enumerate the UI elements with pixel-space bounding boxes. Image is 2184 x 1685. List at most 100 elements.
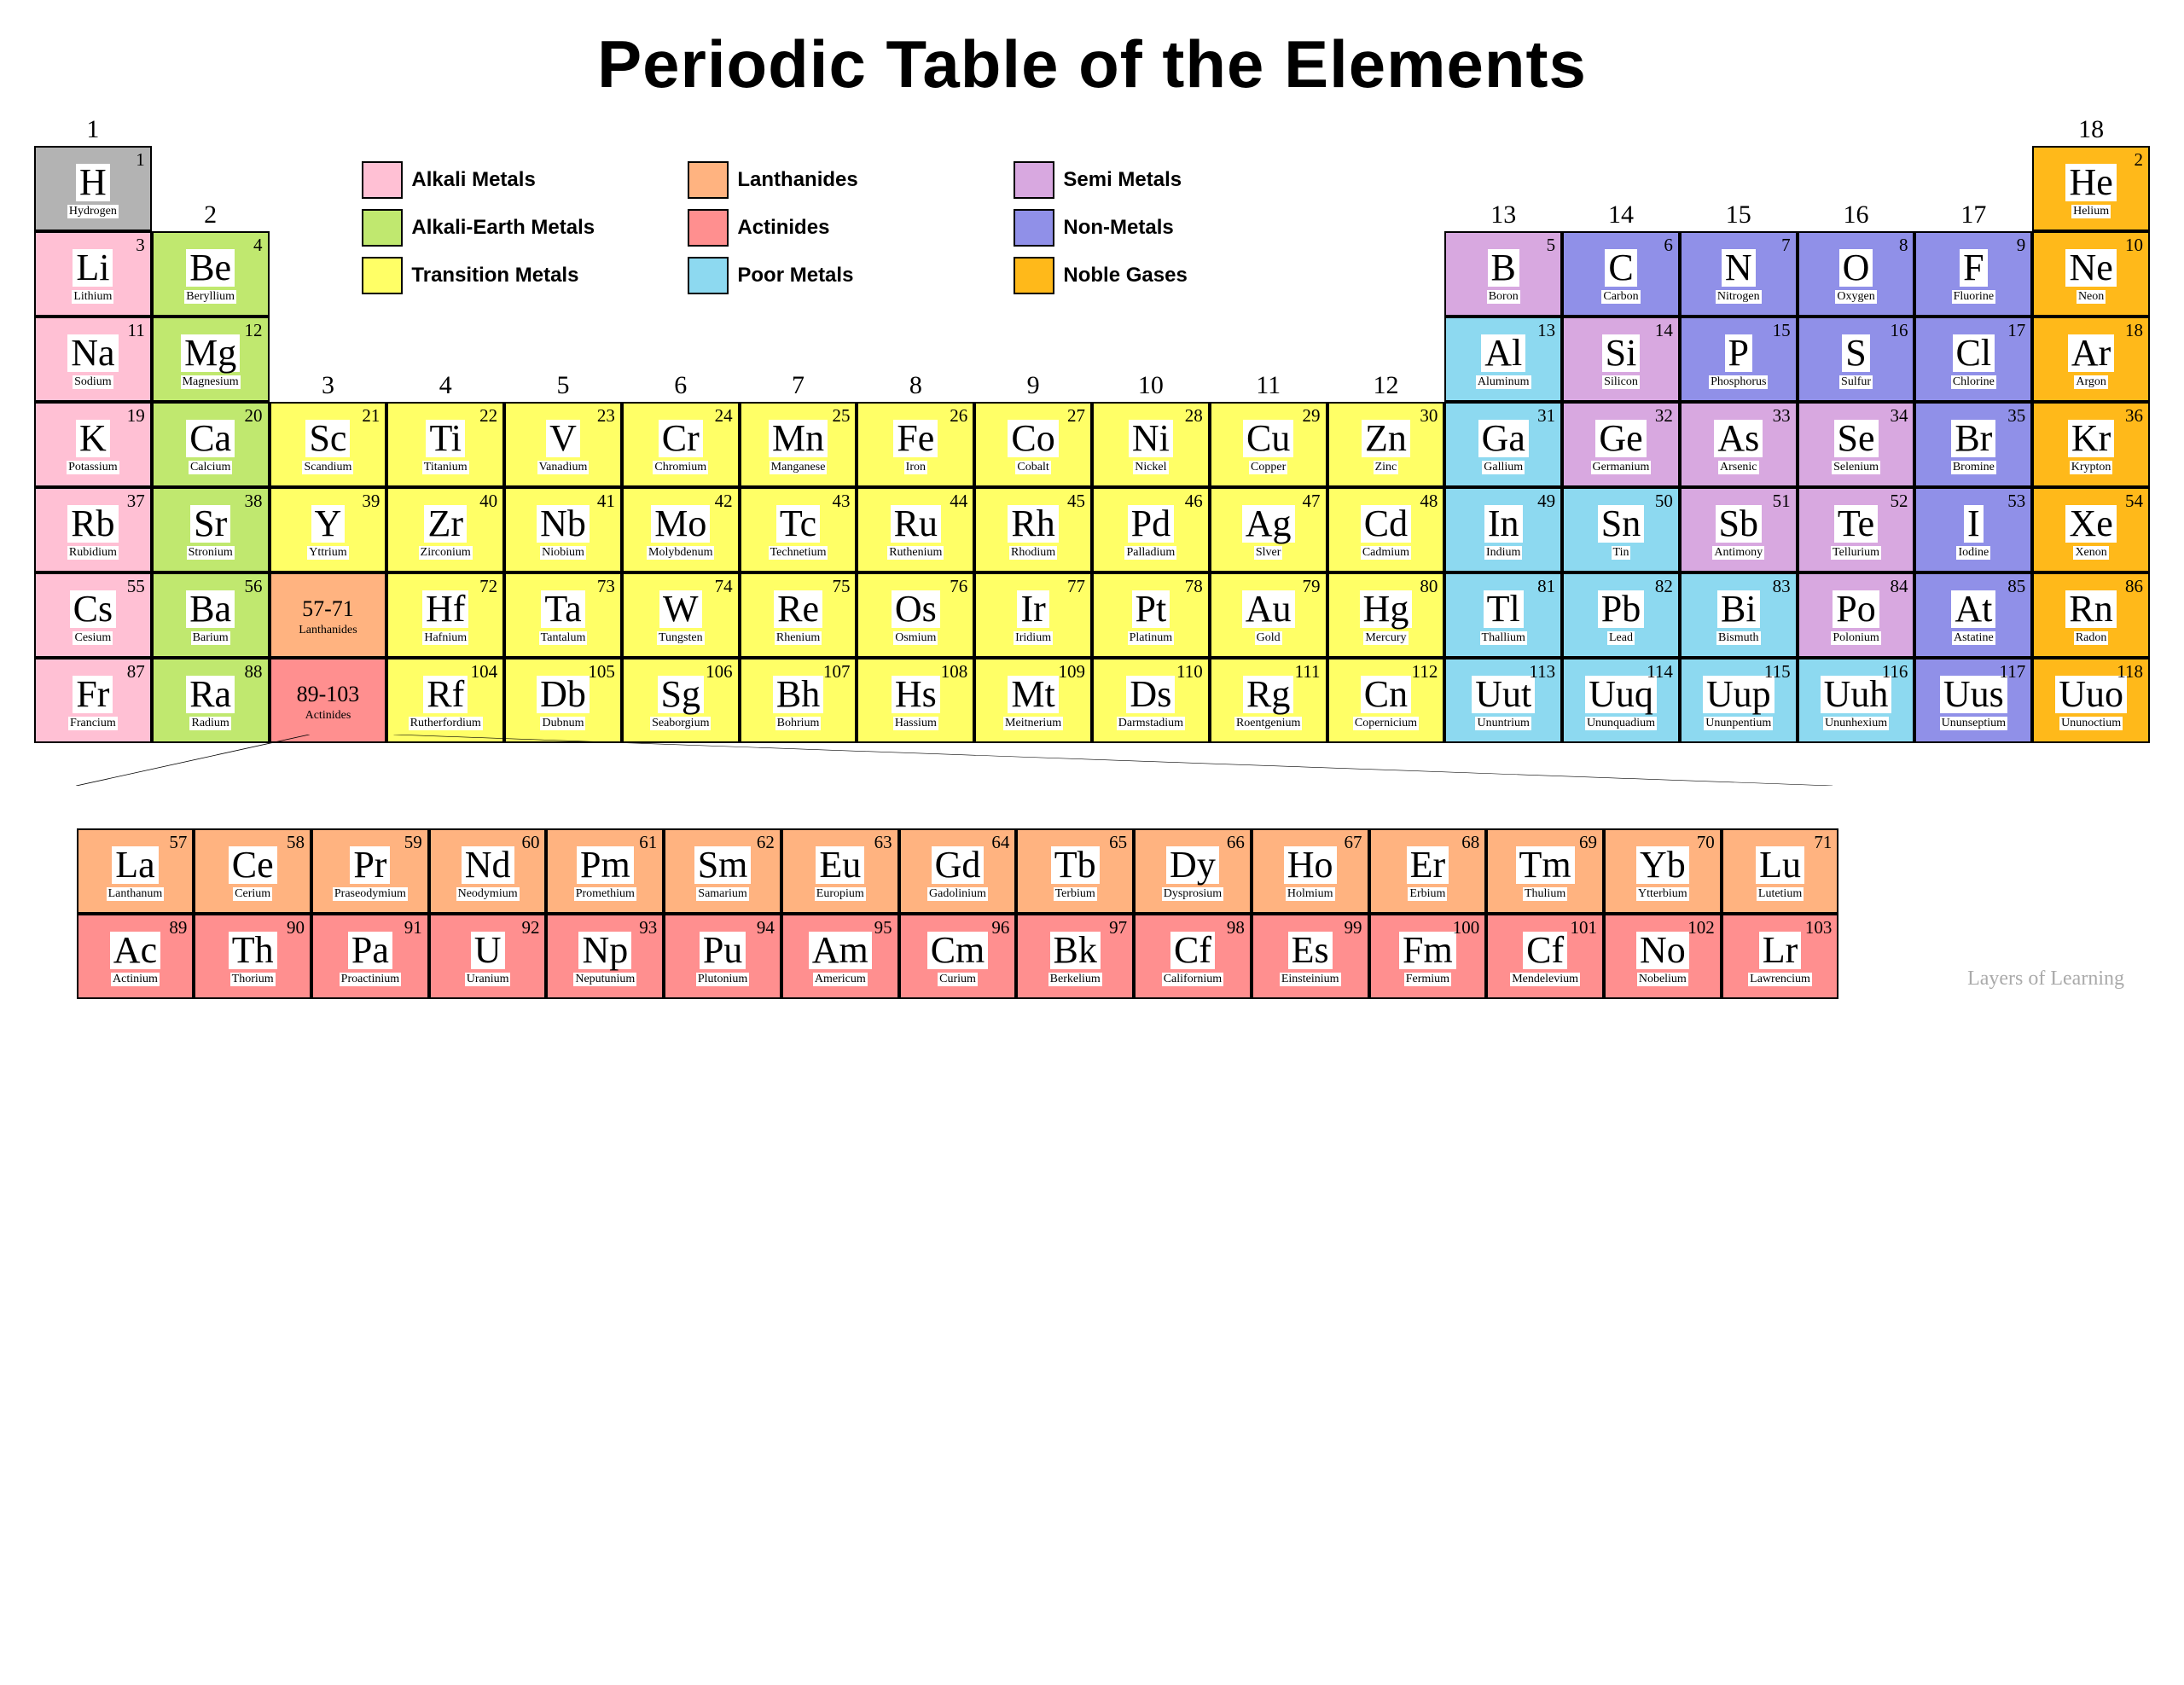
atomic-number: 12	[245, 320, 263, 341]
element-name: Bismuth	[1716, 631, 1760, 645]
element-name: Dysprosium	[1162, 887, 1223, 901]
element-symbol: Am	[809, 932, 872, 969]
element-cell: 20CaCalcium	[152, 402, 270, 487]
element-name: Fermium	[1404, 973, 1451, 986]
atomic-number: 63	[874, 832, 892, 853]
atomic-number: 97	[1109, 917, 1127, 938]
element-name: Yttrium	[307, 546, 348, 560]
group-label: 5	[504, 371, 622, 402]
element-name: Silicon	[1602, 375, 1640, 389]
element-symbol: Fe	[893, 420, 938, 457]
atomic-number: 37	[127, 491, 145, 512]
element-symbol: Cn	[1361, 676, 1411, 713]
atomic-number: 34	[1890, 405, 1908, 427]
legend-swatch	[1014, 209, 1054, 247]
atomic-number: 79	[1303, 576, 1321, 597]
element-name: Bromine	[1951, 461, 1996, 474]
element-name: Gadolinium	[927, 887, 988, 901]
atomic-number: 41	[597, 491, 615, 512]
element-cell: 106SgSeaborgium	[622, 658, 740, 743]
element-name: Ununtrium	[1475, 717, 1531, 730]
element-name: Nobelium	[1637, 973, 1688, 986]
element-symbol: Rb	[67, 505, 118, 543]
group-label: 9	[974, 371, 1092, 402]
element-symbol: Cf	[1523, 932, 1567, 969]
element-cell: 1HHydrogen	[34, 146, 152, 231]
element-name: Californium	[1162, 973, 1223, 986]
element-symbol: Uus	[1940, 676, 2007, 713]
element-cell: 18ArArgon	[2032, 317, 2150, 402]
element-name: Cadmium	[1361, 546, 1411, 560]
element-cell: 46PdPalladium	[1092, 487, 1210, 572]
legend-swatch	[362, 257, 403, 294]
element-name: Argon	[2074, 375, 2108, 389]
element-symbol: Rn	[2065, 590, 2116, 628]
element-cell: 76OsOsmium	[857, 572, 974, 658]
element-cell: 41NbNiobium	[504, 487, 622, 572]
element-name: Francium	[68, 717, 118, 730]
atomic-number: 75	[832, 576, 850, 597]
element-cell: 111RgRoentgenium	[1210, 658, 1327, 743]
element-symbol: Yb	[1636, 846, 1689, 884]
element-symbol: Hg	[1360, 590, 1413, 628]
element-name: Aluminum	[1476, 375, 1531, 389]
element-symbol: Li	[73, 249, 113, 287]
atomic-number: 65	[1109, 832, 1127, 853]
element-cell: 62SmSamarium	[664, 828, 781, 914]
element-symbol: 57-71	[299, 598, 357, 620]
element-symbol: Xe	[2065, 505, 2116, 543]
element-symbol: Fm	[1399, 932, 1456, 969]
element-name: Titanium	[422, 461, 469, 474]
atomic-number: 78	[1185, 576, 1203, 597]
atomic-number: 82	[1655, 576, 1673, 597]
atomic-number: 102	[1687, 917, 1715, 938]
credit-label: Layers of Learning	[1967, 967, 2124, 991]
element-name: Chlorine	[1951, 375, 1996, 389]
element-symbol: Rf	[423, 676, 468, 713]
element-name: Calcium	[189, 461, 232, 474]
element-symbol: Cd	[1361, 505, 1411, 543]
element-cell: 55CsCesium	[34, 572, 152, 658]
group-label: 18	[2032, 115, 2150, 146]
element-cell: 50SnTin	[1562, 487, 1680, 572]
element-cell: 104RfRutherfordium	[386, 658, 504, 743]
legend-label: Non-Metals	[1063, 217, 1173, 239]
element-name: Manganese	[770, 461, 828, 474]
group-label: 15	[1680, 200, 1798, 231]
element-cell: 21ScScandium	[270, 402, 387, 487]
element-name: Helium	[2071, 205, 2111, 218]
element-cell: 61PmPromethium	[546, 828, 664, 914]
group-label: 8	[857, 371, 974, 402]
element-name: Molybdenum	[647, 546, 714, 560]
element-cell: 70YbYtterbium	[1604, 828, 1722, 914]
element-name: Sodium	[73, 375, 113, 389]
atomic-number: 7	[1781, 235, 1791, 256]
element-name: Roentgenium	[1234, 717, 1302, 730]
element-name: Holmium	[1286, 887, 1335, 901]
element-symbol: Ca	[186, 420, 235, 457]
element-cell: 14SiSilicon	[1562, 317, 1680, 402]
element-symbol: Zr	[424, 505, 467, 543]
element-name: Iridium	[1014, 631, 1053, 645]
element-name: Lanthanides	[297, 624, 358, 637]
atomic-number: 108	[941, 661, 968, 683]
element-cell: 8OOxygen	[1798, 231, 1915, 317]
element-name: Slver	[1254, 546, 1283, 560]
element-symbol: Pm	[577, 846, 634, 884]
element-symbol: Pu	[700, 932, 746, 969]
atomic-number: 30	[1420, 405, 1438, 427]
element-cell: 52TeTellurium	[1798, 487, 1915, 572]
element-name: Lead	[1607, 631, 1635, 645]
group-label: 16	[1798, 200, 1915, 231]
element-cell: 22TiTitanium	[386, 402, 504, 487]
element-cell: 25MnManganese	[740, 402, 857, 487]
atomic-number: 85	[2007, 576, 2025, 597]
atomic-number: 54	[2125, 491, 2143, 512]
element-cell: 78PtPlatinum	[1092, 572, 1210, 658]
element-name: Thulium	[1523, 887, 1567, 901]
element-symbol: F	[1960, 249, 1987, 287]
atomic-number: 61	[639, 832, 657, 853]
atomic-number: 98	[1227, 917, 1245, 938]
atomic-number: 39	[362, 491, 380, 512]
element-name: Sulfur	[1839, 375, 1873, 389]
